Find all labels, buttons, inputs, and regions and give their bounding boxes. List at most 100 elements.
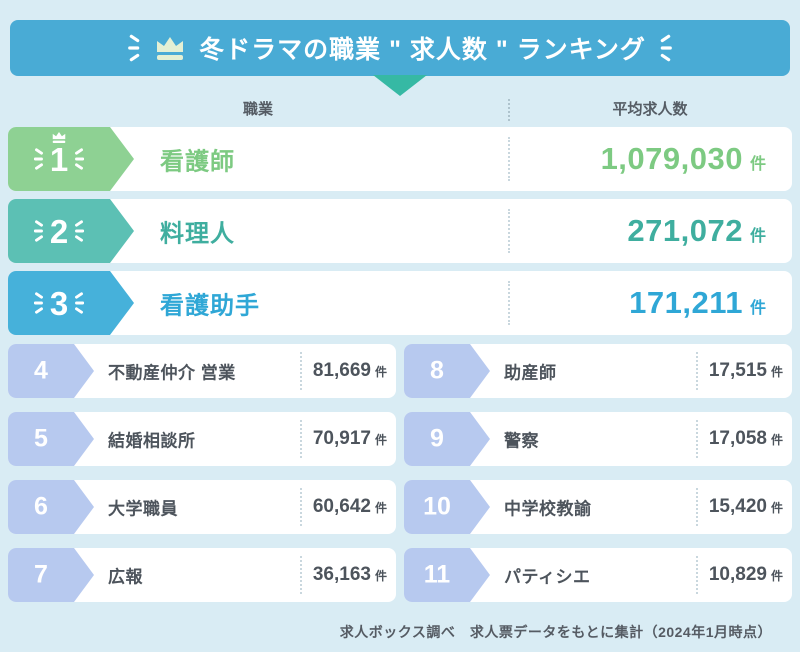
- value-number: 81,669: [312, 360, 371, 381]
- row-divider: [300, 420, 302, 458]
- rank-number: 7: [34, 560, 48, 589]
- ranking-row-11: 11 パティシエ 10,829 件: [404, 548, 792, 602]
- value-number: 70,917: [312, 428, 371, 449]
- row-divider: [508, 209, 510, 253]
- job-name: 助産師: [504, 363, 557, 383]
- row-divider: [696, 352, 698, 390]
- value-number: 10,829: [708, 564, 767, 585]
- value-number: 17,515: [708, 360, 767, 381]
- rank-number: 5: [34, 424, 48, 453]
- job-value: 10,829 件: [709, 564, 783, 586]
- rank-number: 2: [49, 212, 69, 250]
- value-number: 17,058: [708, 428, 767, 449]
- rank-badge: [404, 480, 490, 534]
- emphasis-dashes-icon: [75, 220, 85, 242]
- rank-badge: [404, 548, 490, 602]
- value-number: 271,072: [627, 213, 743, 248]
- value-number: 171,211: [629, 285, 743, 320]
- ranking-row-5: 5 結婚相談所 70,917 件: [8, 412, 396, 466]
- rank-badge: [8, 480, 94, 534]
- rank-number: 6: [34, 492, 48, 521]
- crown-icon: [157, 36, 184, 60]
- job-value: 70,917 件: [313, 428, 387, 450]
- value-unit: 件: [749, 228, 766, 245]
- ranking-row-10: 10 中学校教諭 15,420 件: [404, 480, 792, 534]
- job-name: パティシエ: [504, 567, 591, 587]
- value-number: 1,079,030: [600, 141, 743, 176]
- rank-number: 3: [49, 284, 69, 322]
- emphasis-dashes-icon: [660, 34, 672, 62]
- job-value: 17,058 件: [709, 428, 783, 450]
- job-value: 1,079,030 件: [601, 141, 766, 177]
- value-unit: 件: [374, 365, 387, 379]
- job-value: 15,420 件: [709, 496, 783, 518]
- row-divider: [508, 137, 510, 181]
- header-banner: 冬ドラマの職業 " 求人数 " ランキング: [10, 20, 790, 76]
- row-divider: [300, 488, 302, 526]
- job-value: 36,163 件: [313, 564, 387, 586]
- job-value: 171,211 件: [629, 285, 766, 321]
- value-unit: 件: [770, 365, 783, 379]
- row-divider: [696, 488, 698, 526]
- value-unit: 件: [374, 569, 387, 583]
- job-name: 広報: [108, 567, 143, 587]
- column-headers: 職業 平均求人数: [8, 96, 792, 124]
- ranking-row-3: 3 看護助手 171,211 件: [8, 271, 792, 335]
- value-unit: 件: [770, 569, 783, 583]
- rank-number: 9: [430, 424, 444, 453]
- job-name: 看護助手: [160, 292, 260, 320]
- row-divider: [508, 281, 510, 325]
- value-unit: 件: [374, 501, 387, 515]
- rank-number: 1: [49, 140, 69, 178]
- row-divider: [300, 556, 302, 594]
- rank-badge: [404, 344, 490, 398]
- job-name: 看護師: [160, 148, 235, 176]
- ranking-row-9: 9 警察 17,058 件: [404, 412, 792, 466]
- rank-badge: [8, 548, 94, 602]
- rank-badge: [404, 412, 490, 466]
- value-number: 60,642: [312, 496, 371, 517]
- rank-number: 10: [423, 492, 451, 521]
- ranking-row-7: 7 広報 36,163 件: [8, 548, 396, 602]
- rank-badge: 2: [8, 199, 134, 263]
- job-name: 結婚相談所: [108, 431, 196, 451]
- row-divider: [696, 556, 698, 594]
- value-unit: 件: [374, 433, 387, 447]
- job-value: 60,642 件: [313, 496, 387, 518]
- rank-badge: 1: [8, 127, 134, 191]
- pointer-triangle: [373, 75, 427, 96]
- row-divider: [696, 420, 698, 458]
- emphasis-dashes-icon: [33, 220, 43, 242]
- column-header-occupation: 職業: [242, 101, 273, 118]
- value-unit: 件: [770, 501, 783, 515]
- job-name: 不動産仲介 営業: [108, 363, 236, 383]
- job-name: 大学職員: [108, 499, 178, 519]
- ranking-row-2: 2 料理人 271,072 件: [8, 199, 792, 263]
- emphasis-dashes-icon: [33, 292, 43, 314]
- job-value: 271,072 件: [627, 213, 766, 249]
- emphasis-dashes-icon: [75, 148, 85, 170]
- emphasis-dashes-icon: [128, 34, 140, 62]
- job-value: 81,669 件: [313, 360, 387, 382]
- ranking-row-6: 6 大学職員 60,642 件: [8, 480, 396, 534]
- rank-badge: [8, 344, 94, 398]
- value-number: 15,420: [708, 496, 767, 517]
- value-unit: 件: [749, 300, 766, 317]
- column-divider: [508, 99, 510, 121]
- page-title: 冬ドラマの職業 " 求人数 " ランキング: [199, 36, 646, 64]
- ranking-row-8: 8 助産師 17,515 件: [404, 344, 792, 398]
- ranking-row-4: 4 不動産仲介 営業 81,669 件: [8, 344, 396, 398]
- rank-number: 8: [430, 356, 444, 385]
- job-name: 料理人: [160, 220, 235, 248]
- ranking-row-1: 1 看護師 1,079,030 件: [8, 127, 792, 191]
- value-unit: 件: [749, 156, 766, 173]
- job-name: 警察: [504, 431, 539, 451]
- emphasis-dashes-icon: [75, 292, 85, 314]
- rank-number: 4: [34, 356, 48, 385]
- source-note: 求人ボックス調べ 求人票データをもとに集計（2024年1月時点）: [339, 624, 772, 640]
- rank-badge: [8, 412, 94, 466]
- row-divider: [300, 352, 302, 390]
- rank-badge: 3: [8, 271, 134, 335]
- job-name: 中学校教諭: [504, 499, 592, 519]
